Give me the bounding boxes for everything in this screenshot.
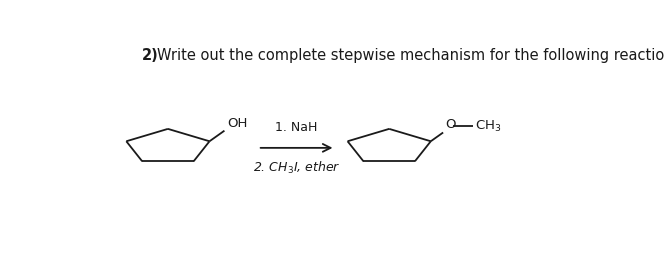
- Text: 1. NaH: 1. NaH: [276, 121, 318, 134]
- Text: CH$_3$: CH$_3$: [475, 119, 501, 134]
- Text: 2): 2): [142, 48, 159, 63]
- Text: O: O: [445, 118, 456, 132]
- Text: Write out the complete stepwise mechanism for the following reaction: Write out the complete stepwise mechanis…: [157, 48, 664, 63]
- Text: OH: OH: [227, 117, 248, 130]
- Text: 2. CH$_3$I, ether: 2. CH$_3$I, ether: [253, 159, 341, 176]
